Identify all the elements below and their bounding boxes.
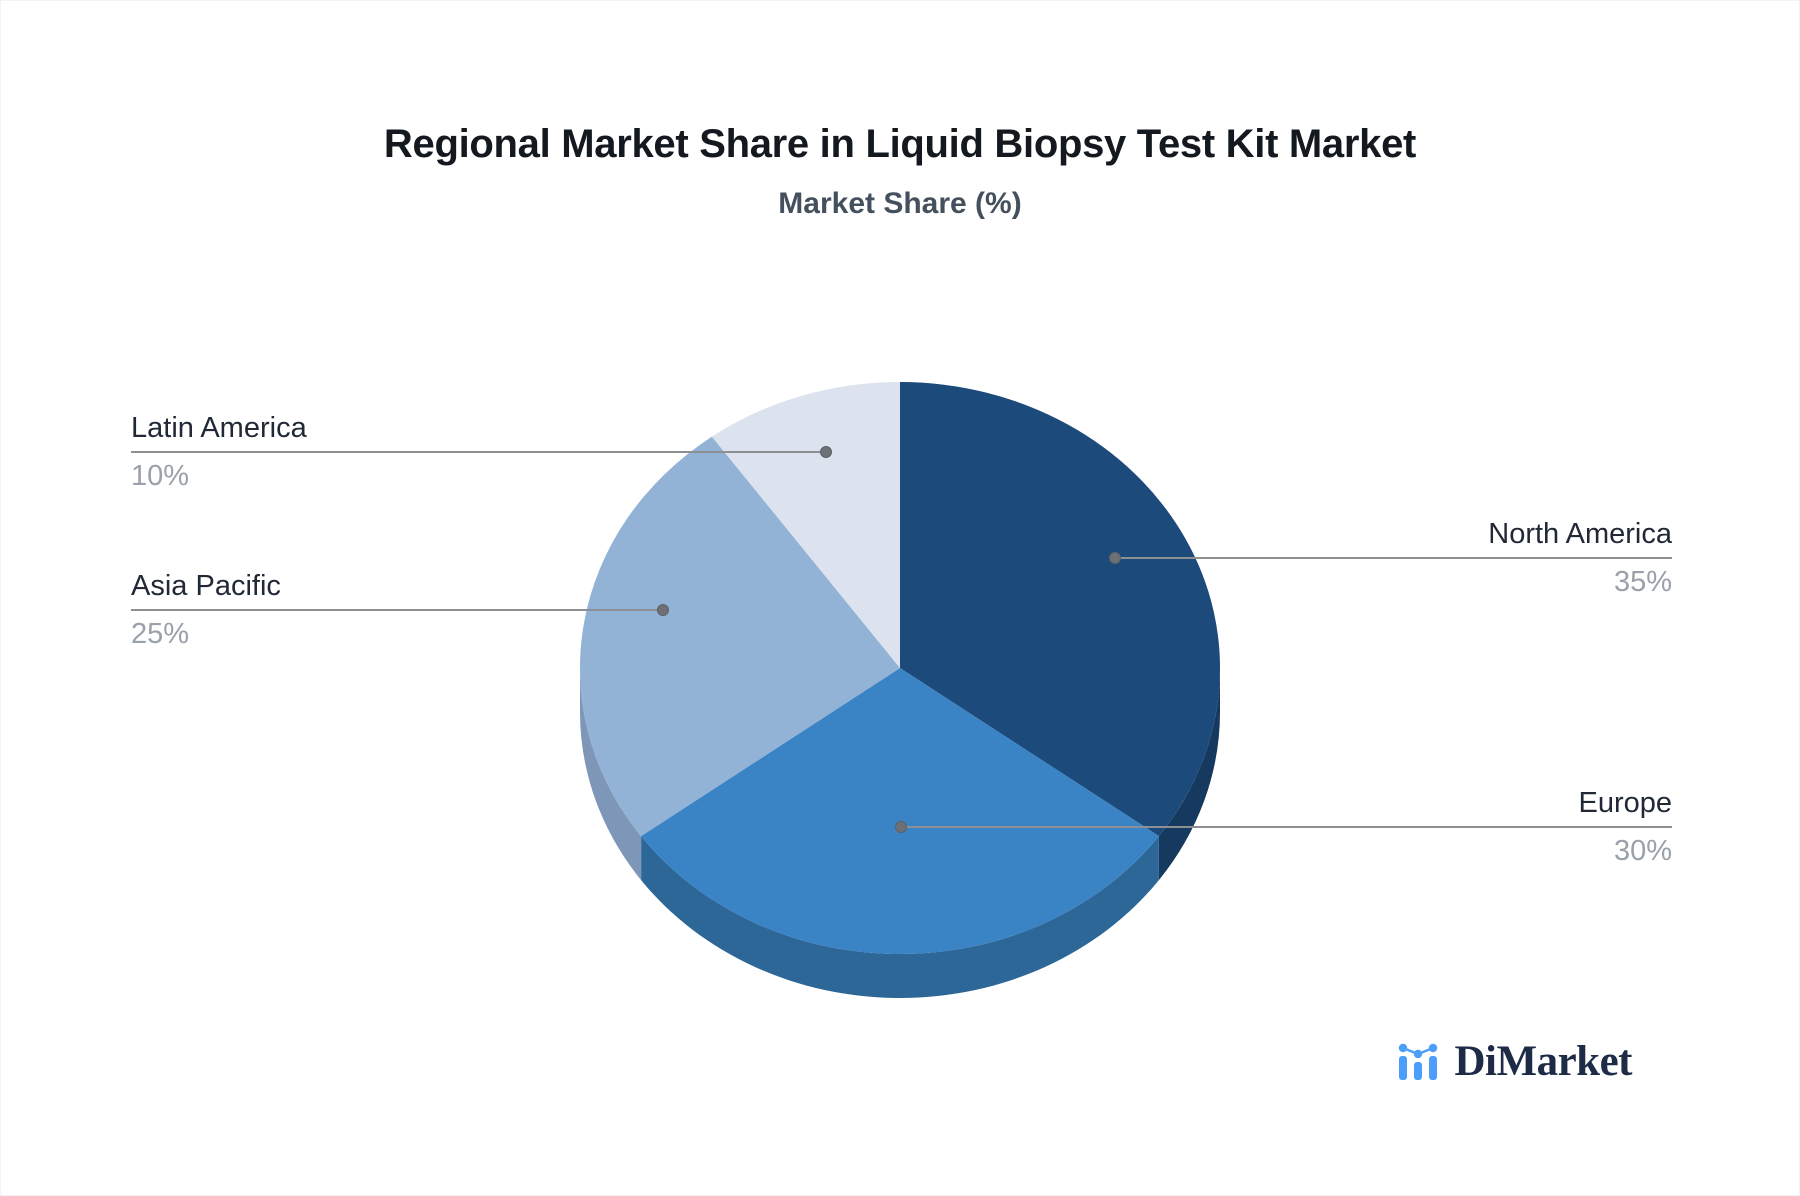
pie-slice-europe[interactable]: [641, 668, 1159, 955]
callout-label-latin-america: Latin America: [131, 412, 307, 444]
pie-slice-latin-america[interactable]: [711, 382, 900, 668]
leader-dot-latin-america: [820, 446, 832, 458]
pie-slice-side-europe: [641, 836, 1159, 999]
callout-label-europe: Europe: [1578, 787, 1672, 819]
dimarket-logo-text: DiMarket: [1454, 1038, 1633, 1085]
leader-dot-north-america: [1109, 552, 1121, 564]
chart-subtitle: Market Share (%): [778, 187, 1022, 220]
callout-value-asia-pacific: 25%: [131, 618, 190, 650]
callout-value-latin-america: 10%: [131, 460, 190, 492]
callout-label-north-america: North America: [1488, 518, 1672, 550]
leader-dot-asia-pacific: [657, 604, 669, 616]
callout-value-europe: 30%: [1613, 835, 1672, 867]
pie-slice-north-america[interactable]: [900, 382, 1221, 837]
callout-label-asia-pacific: Asia Pacific: [131, 570, 281, 602]
dimarket-logo[interactable]: DiMarket: [1395, 1038, 1633, 1085]
chart-title: Regional Market Share in Liquid Biopsy T…: [383, 122, 1417, 166]
leader-dot-europe: [895, 821, 907, 833]
callout-value-north-america: 35%: [1613, 566, 1672, 598]
pie-slice-side-asia-pacific: [580, 668, 642, 881]
pie-slice-asia-pacific[interactable]: [579, 436, 900, 837]
bar-chart-with-trend-dots-icon: [1398, 1043, 1437, 1080]
